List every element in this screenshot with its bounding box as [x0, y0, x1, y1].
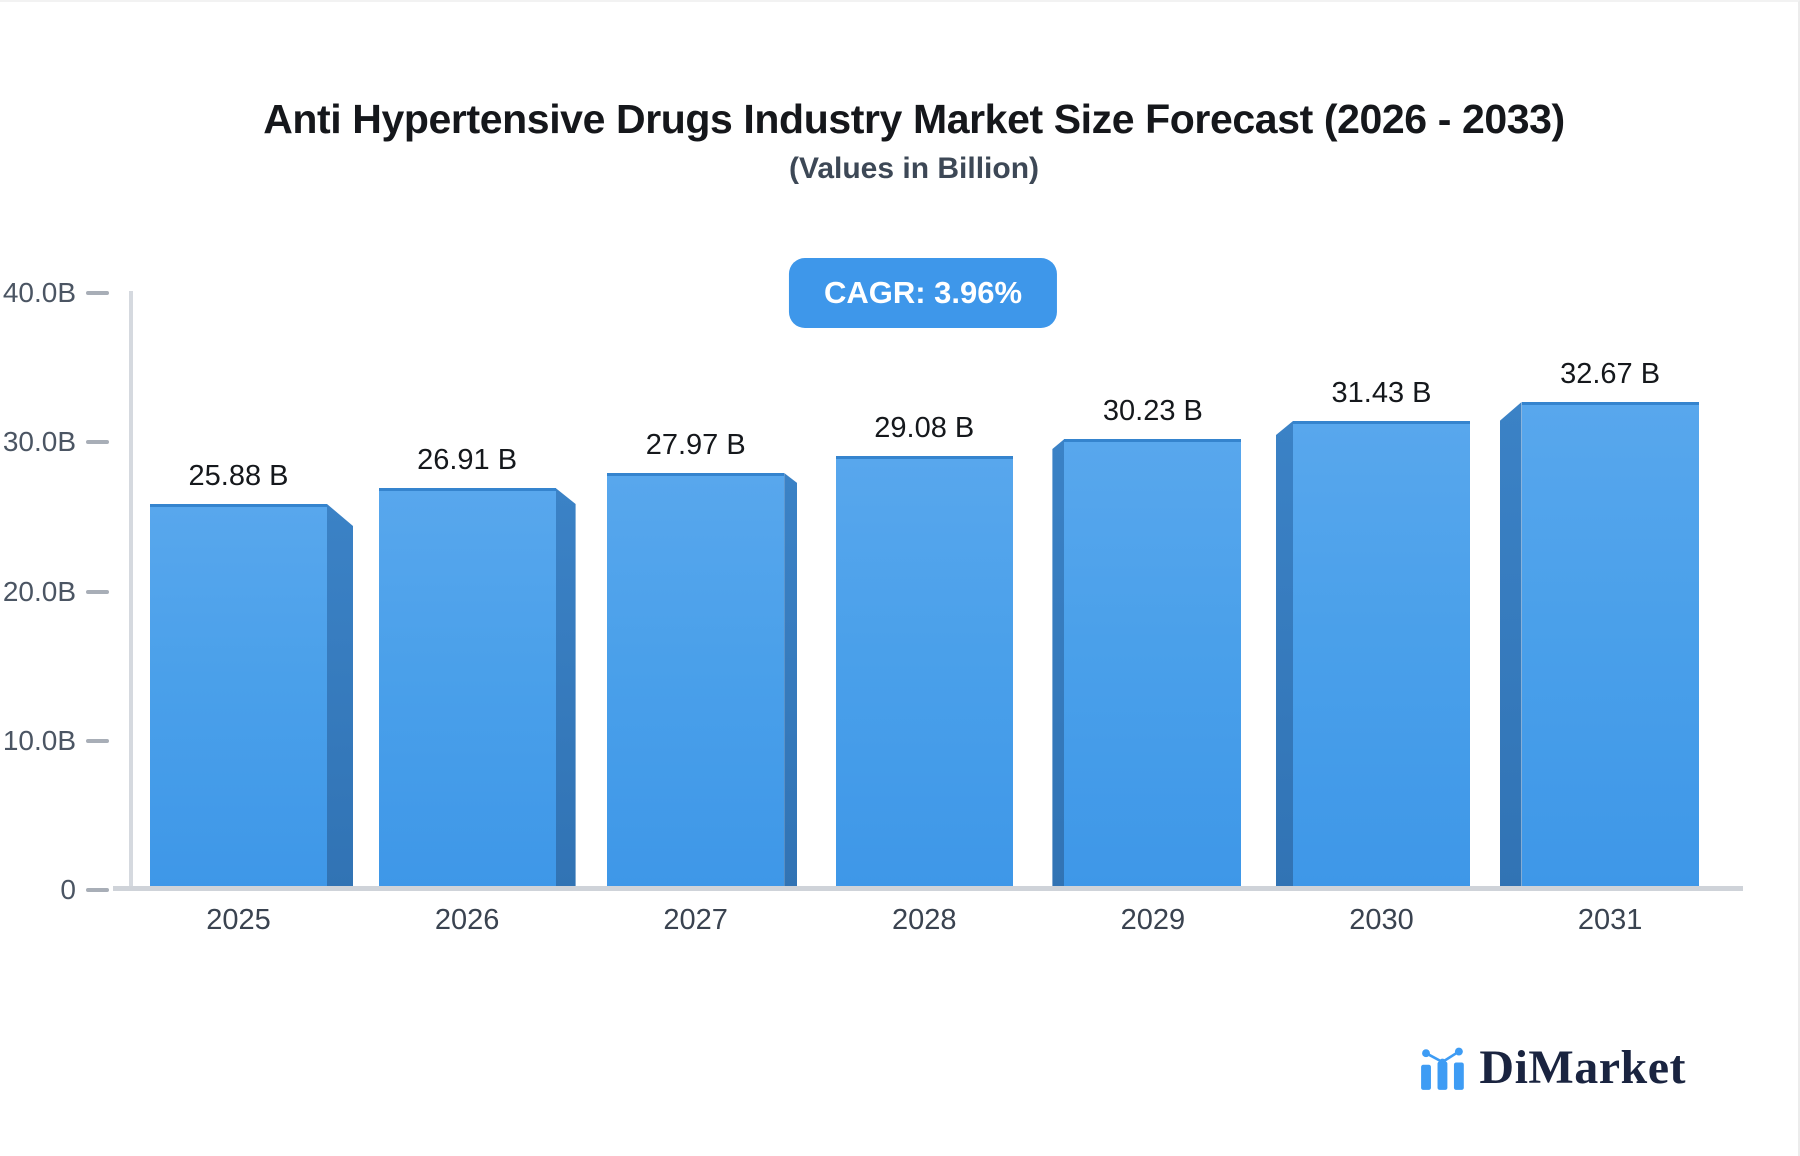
- x-axis-label: 2031: [1577, 904, 1643, 936]
- bar-value-label: 25.88 B: [188, 460, 289, 492]
- bar-value-label: 30.23 B: [1102, 395, 1203, 427]
- chart-subtitle: (Values in Billion): [788, 152, 1040, 185]
- y-axis-label: 0: [60, 874, 76, 905]
- x-axis-label: 2029: [1120, 904, 1186, 936]
- bar-side-face: [1052, 439, 1065, 890]
- bar-side-face: [327, 504, 353, 890]
- bar-value-label: 31.43 B: [1331, 377, 1432, 409]
- x-axis-label: 2030: [1349, 904, 1414, 936]
- x-axis-baseline: [113, 886, 1743, 891]
- bar: [150, 504, 327, 890]
- bar: [1293, 421, 1470, 890]
- x-axis-label: 2025: [206, 904, 271, 936]
- x-axis-label: 2027: [663, 904, 728, 936]
- bar-value-label: 32.67 B: [1560, 358, 1661, 390]
- bar-chart-logo-icon: [1421, 1047, 1465, 1090]
- y-axis-tick: [86, 738, 109, 743]
- x-axis-label: 2028: [892, 904, 957, 936]
- y-axis-tick: [86, 440, 109, 445]
- y-axis-label: 20.0B: [2, 575, 76, 607]
- bar: [1521, 402, 1699, 890]
- y-axis-label: 30.0B: [2, 426, 76, 458]
- chart-title: Anti Hypertensive Drugs Industry Market …: [263, 96, 1565, 142]
- y-axis-tick: [86, 589, 109, 594]
- cagr-badge: CAGR: 3.96%: [788, 258, 1058, 328]
- bar-side-face: [1499, 402, 1522, 890]
- brand-logo-text: DiMarket: [1479, 1041, 1686, 1094]
- bar: [378, 488, 556, 890]
- bar-value-label: 26.91 B: [417, 444, 518, 476]
- y-axis-tick: [86, 291, 109, 295]
- bar: [835, 456, 1013, 890]
- bar-value-label: 27.97 B: [645, 429, 746, 461]
- y-axis-line: [129, 291, 133, 890]
- bar-side-face: [784, 473, 798, 890]
- y-axis-label: 10.0B: [2, 724, 76, 756]
- bar: [1064, 439, 1242, 890]
- bar: [607, 473, 785, 890]
- bar-side-face: [1276, 421, 1293, 890]
- bar-value-label: 29.08 B: [874, 412, 975, 444]
- brand-logo: DiMarket: [1420, 1040, 1686, 1096]
- y-axis-label: 40.0B: [2, 277, 76, 308]
- y-axis-tick: [86, 888, 109, 892]
- bar-side-face: [555, 488, 576, 890]
- x-axis-label: 2026: [434, 904, 500, 936]
